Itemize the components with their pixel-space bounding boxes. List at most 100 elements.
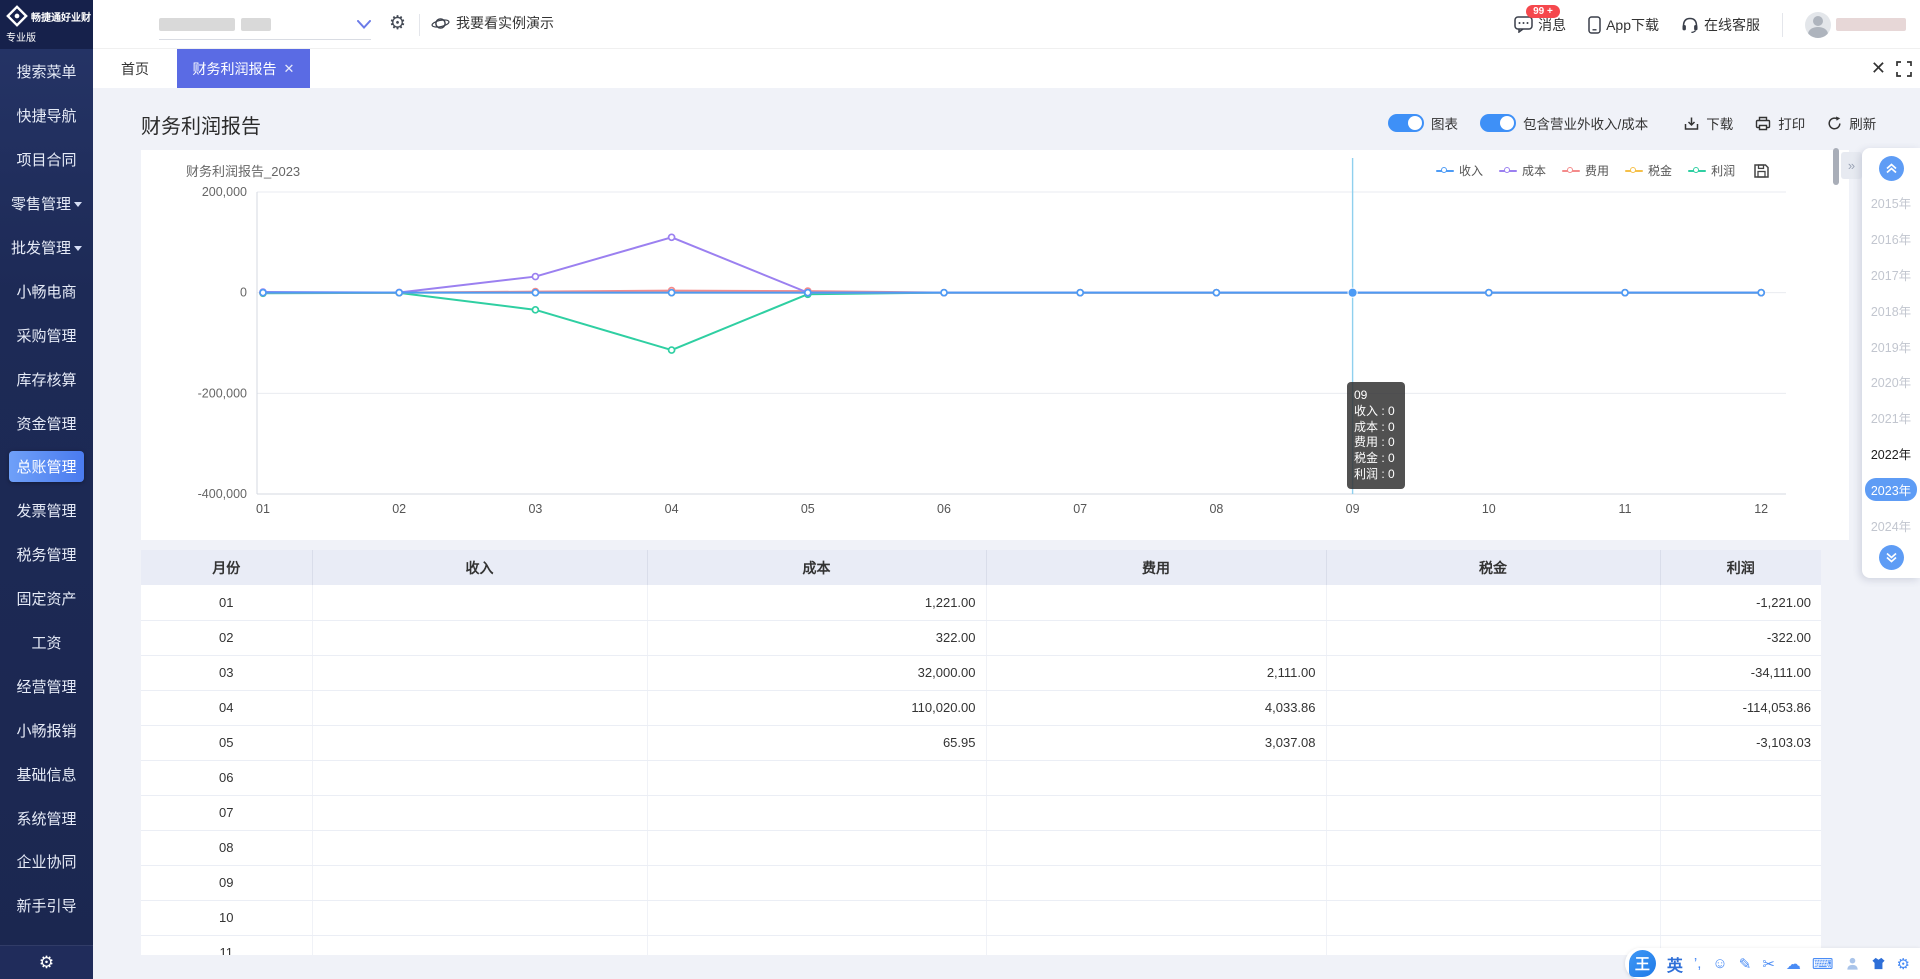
tab-home[interactable]: 首页 bbox=[121, 60, 149, 77]
svg-text:06: 06 bbox=[937, 502, 951, 516]
table-row[interactable]: 05 65.95 3,037.08 -3,103.03 bbox=[141, 725, 1821, 761]
sidebar-item-小畅电商[interactable]: 小畅电商 bbox=[0, 269, 93, 313]
cell bbox=[647, 830, 987, 866]
scissors-icon[interactable]: ✂ bbox=[1762, 955, 1775, 973]
sidebar-item-快捷导航[interactable]: 快捷导航 bbox=[0, 94, 93, 138]
legend-item-成本[interactable]: 成本 bbox=[1499, 162, 1546, 179]
year-scroll-down-button[interactable] bbox=[1878, 545, 1904, 570]
cell bbox=[647, 935, 987, 955]
toggle-on[interactable] bbox=[1388, 114, 1424, 132]
year-item-2023年[interactable]: 2023年 bbox=[1864, 478, 1918, 501]
brand-name: 畅捷通好业财 bbox=[31, 12, 91, 24]
sidebar-settings-button[interactable]: ⚙ bbox=[0, 945, 93, 979]
year-item-2015年[interactable]: 2015年 bbox=[1870, 197, 1912, 211]
cell bbox=[986, 795, 1327, 831]
person-icon[interactable] bbox=[1845, 956, 1860, 971]
keyboard-icon[interactable]: ⌨ bbox=[1811, 955, 1834, 973]
cell bbox=[1326, 900, 1661, 936]
include-nonoperating-toggle[interactable]: 包含营业外收入/成本 bbox=[1480, 113, 1648, 133]
sidebar-item-项目合同[interactable]: 项目合同 bbox=[0, 138, 93, 182]
print-button[interactable]: 打印 bbox=[1755, 113, 1805, 133]
refresh-button[interactable]: 刷新 bbox=[1827, 113, 1876, 133]
svg-text:09: 09 bbox=[1346, 502, 1360, 516]
year-item-2021年[interactable]: 2021年 bbox=[1870, 412, 1912, 427]
sidebar-item-库存核算[interactable]: 库存核算 bbox=[0, 357, 93, 401]
sidebar-item-零售管理[interactable]: 零售管理 bbox=[0, 182, 93, 226]
punctuation-icon[interactable]: ’, bbox=[1693, 955, 1702, 972]
ime-language-toggle[interactable]: 英 bbox=[1666, 957, 1683, 975]
support-button[interactable]: 在线客服 bbox=[1681, 15, 1760, 35]
sidebar-item-label: 小畅报销 bbox=[16, 722, 77, 740]
year-item-2020年[interactable]: 2020年 bbox=[1870, 376, 1912, 391]
cell bbox=[986, 585, 1327, 621]
table-row[interactable]: 08 bbox=[141, 830, 1821, 866]
tab-close-icon[interactable]: ✕ bbox=[283, 60, 295, 76]
demo-link[interactable]: 我要看实例演示 bbox=[431, 13, 554, 33]
table-row[interactable]: 06 bbox=[141, 760, 1821, 796]
year-item-2017年[interactable]: 2017年 bbox=[1870, 268, 1912, 283]
sidebar-item-新手引导[interactable]: 新手引导 bbox=[0, 884, 93, 928]
user-menu[interactable] bbox=[1805, 11, 1906, 38]
emoji-icon[interactable]: ☺ bbox=[1712, 955, 1728, 972]
table-row[interactable]: 02 322.00 -322.00 bbox=[141, 620, 1821, 656]
cell: 110,020.00 bbox=[647, 690, 987, 726]
year-panel-collapse-handle[interactable]: » bbox=[1841, 152, 1862, 179]
year-scroll-up-button[interactable] bbox=[1878, 156, 1904, 181]
sidebar-item-资金管理[interactable]: 资金管理 bbox=[0, 401, 93, 445]
year-item-2016年[interactable]: 2016年 bbox=[1870, 232, 1912, 247]
close-button[interactable]: ✕ bbox=[1870, 58, 1886, 78]
fullscreen-icon[interactable] bbox=[1896, 61, 1912, 77]
chart-plot[interactable]: 200,000 0 -200,000 -400,000 01 02 03 04 05 06 07 08… bbox=[141, 150, 1849, 540]
table-row[interactable]: 01 1,221.00 -1,221.00 bbox=[141, 585, 1821, 621]
ime-logo-button[interactable]: 王 bbox=[1628, 950, 1656, 977]
sidebar-item-固定资产[interactable]: 固定资产 bbox=[0, 577, 93, 621]
settings-icon[interactable]: ⚙ bbox=[1896, 955, 1910, 973]
scrollbar-thumb[interactable] bbox=[1833, 148, 1839, 185]
table-row[interactable]: 03 32,000.00 2,111.00 -34,111.00 bbox=[141, 655, 1821, 691]
cell: -114,053.86 bbox=[1660, 690, 1821, 726]
sidebar-item-系统管理[interactable]: 系统管理 bbox=[0, 796, 93, 840]
cell: 09 bbox=[141, 865, 313, 901]
sidebar-item-经营管理[interactable]: 经营管理 bbox=[0, 664, 93, 708]
sidebar-item-发票管理[interactable]: 发票管理 bbox=[0, 489, 93, 533]
year-item-2024年[interactable]: 2024年 bbox=[1870, 519, 1912, 534]
sidebar-item-基础信息[interactable]: 基础信息 bbox=[0, 752, 93, 796]
cell bbox=[312, 690, 648, 726]
pencil-icon[interactable]: ✎ bbox=[1738, 955, 1752, 973]
download-button[interactable]: 下载 bbox=[1684, 113, 1733, 133]
legend-item-税金[interactable]: 税金 bbox=[1625, 162, 1672, 179]
sidebar-item-总账管理[interactable]: 总账管理 bbox=[0, 445, 93, 489]
tab-financial-profit-report[interactable]: 财务利润报告 ✕ bbox=[177, 49, 310, 88]
year-item-2018年[interactable]: 2018年 bbox=[1870, 304, 1912, 319]
sidebar-item-采购管理[interactable]: 采购管理 bbox=[0, 313, 93, 357]
legend-item-收入[interactable]: 收入 bbox=[1436, 162, 1483, 179]
table-row[interactable]: 11 bbox=[141, 935, 1821, 955]
company-selector[interactable] bbox=[159, 10, 371, 40]
chart-legend: 收入 成本 费用 税金 利润 bbox=[1436, 162, 1770, 179]
table-row[interactable]: 09 bbox=[141, 865, 1821, 901]
legend-item-费用[interactable]: 费用 bbox=[1562, 162, 1609, 179]
table-row[interactable]: 04 110,020.00 4,033.86 -114,053.86 bbox=[141, 690, 1821, 726]
cloud-icon[interactable]: ☁ bbox=[1785, 955, 1801, 973]
table-row[interactable]: 07 bbox=[141, 795, 1821, 831]
shirt-icon[interactable] bbox=[1871, 956, 1886, 971]
settings-gear-button[interactable]: ⚙ bbox=[389, 13, 407, 34]
year-item-2022年[interactable]: 2022年 bbox=[1870, 448, 1912, 463]
sidebar-item-小畅报销[interactable]: 小畅报销 bbox=[0, 708, 93, 752]
cell bbox=[1326, 760, 1661, 796]
sidebar-item-批发管理[interactable]: 批发管理 bbox=[0, 226, 93, 270]
app-download-button[interactable]: App下载 bbox=[1588, 15, 1659, 35]
sidebar-item-税务管理[interactable]: 税务管理 bbox=[0, 533, 93, 577]
save-image-button[interactable] bbox=[1753, 163, 1770, 179]
cell bbox=[1326, 725, 1661, 761]
messages-button[interactable]: 99 + 消息 bbox=[1514, 4, 1566, 35]
sidebar-item-搜索菜单[interactable]: 搜索菜单 bbox=[0, 50, 93, 94]
sidebar-item-企业协同[interactable]: 企业协同 bbox=[0, 840, 93, 884]
table-row[interactable]: 10 bbox=[141, 900, 1821, 936]
cell bbox=[312, 760, 648, 796]
chart-view-toggle[interactable]: 图表 bbox=[1388, 113, 1458, 133]
toggle-on[interactable] bbox=[1480, 114, 1516, 132]
sidebar-item-工资[interactable]: 工资 bbox=[0, 621, 93, 665]
legend-item-利润[interactable]: 利润 bbox=[1688, 162, 1735, 179]
year-item-2019年[interactable]: 2019年 bbox=[1870, 340, 1912, 355]
